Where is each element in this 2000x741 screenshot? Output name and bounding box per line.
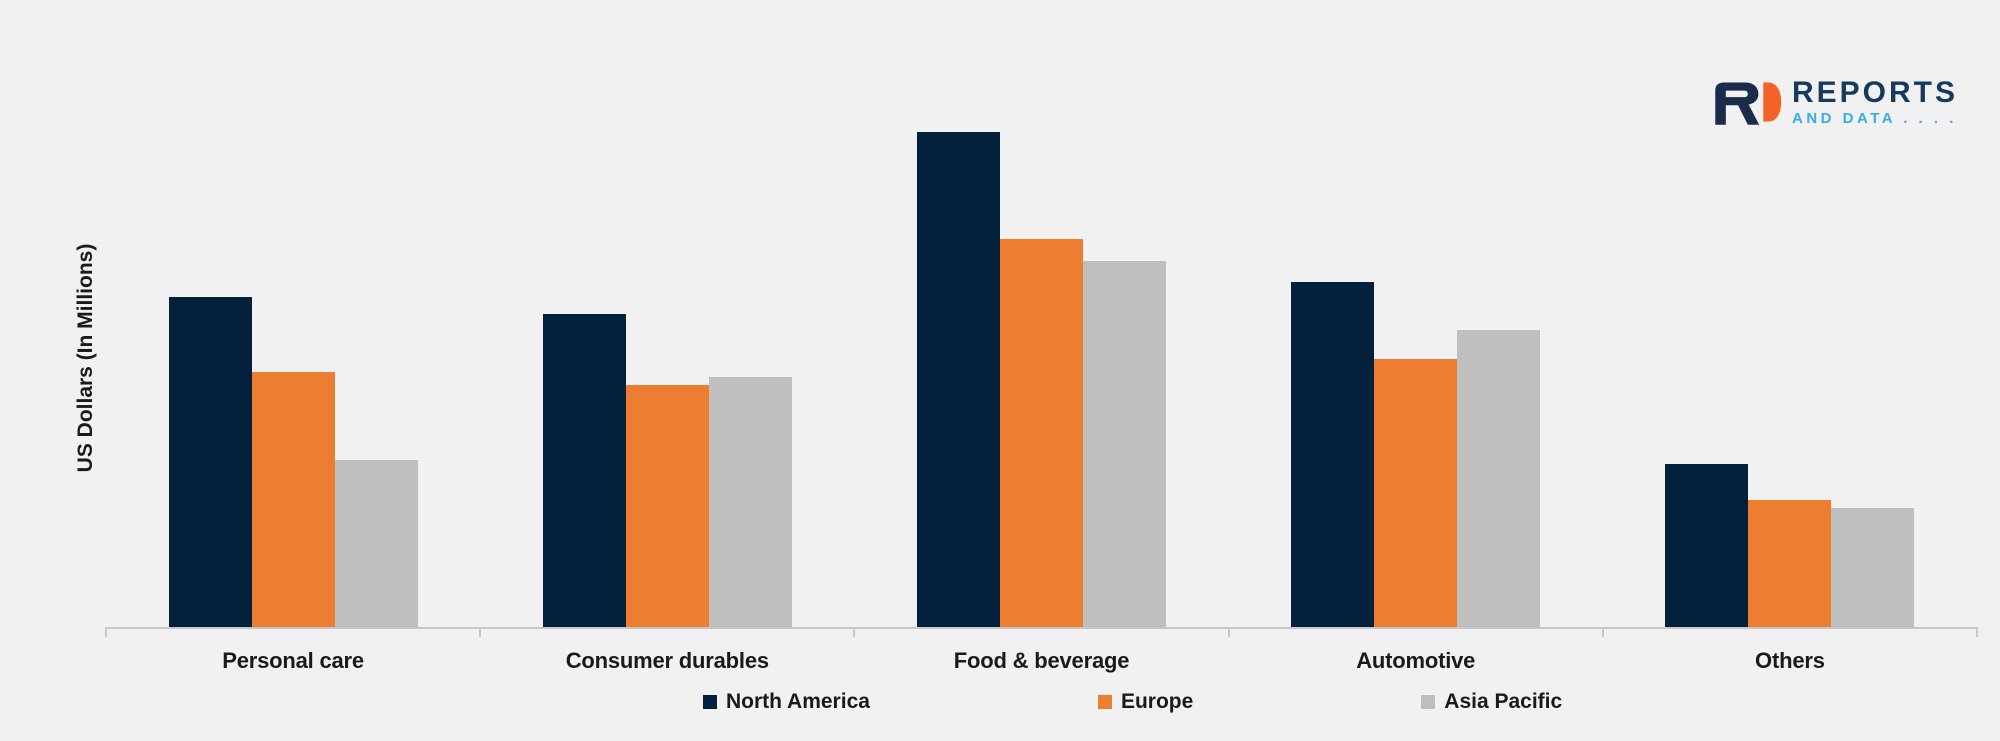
bar-north-america-automotive [1291, 282, 1375, 627]
legend-label: North America [726, 690, 870, 713]
bar-group-consumer-durables [480, 82, 854, 627]
x-axis-category-labels: Personal care Consumer durables Food & bev… [106, 648, 1977, 674]
bar-group-others [1603, 82, 1977, 627]
bar-europe-consumer-durables [625, 385, 709, 627]
bar-asia-pacific-automotive [1457, 329, 1541, 627]
legend-swatch-icon [703, 695, 717, 709]
bar-group-automotive [1229, 82, 1603, 627]
x-axis-tick [105, 627, 107, 637]
bar-group-personal-care [106, 82, 480, 627]
y-axis-title: US Dollars (In Millions) [74, 243, 97, 473]
bar-europe-automotive [1374, 359, 1458, 627]
x-axis-tick [1601, 627, 1604, 637]
legend-label: Asia Pacific [1444, 690, 1563, 713]
x-axis-tick [1976, 627, 1978, 637]
bar-asia-pacific-consumer-durables [708, 377, 792, 627]
bar-asia-pacific-food-beverage [1083, 261, 1166, 627]
x-axis-tick [853, 627, 856, 637]
reports-and-data-logo: REPORTS AND DATA . . . . [1712, 78, 1958, 126]
category-label-personal-care: Personal care [222, 648, 364, 673]
legend-item-europe: Europe [1097, 690, 1194, 714]
bar-north-america-others [1665, 463, 1749, 627]
logo-subtitle: AND DATA . . . . [1792, 110, 1957, 127]
plot-area [105, 82, 1978, 637]
category-label-consumer-durables: Consumer durables [565, 648, 769, 673]
category-label-automotive: Automotive [1356, 648, 1476, 673]
logo-title: REPORTS [1792, 76, 1959, 109]
bar-europe-personal-care [251, 372, 335, 627]
legend: North America Europe Asia Pacific [703, 690, 1562, 714]
category-label-others: Others [1755, 648, 1825, 673]
bar-north-america-personal-care [168, 297, 252, 627]
legend-item-asia-pacific: Asia Pacific [1421, 690, 1562, 714]
x-axis-tick [479, 627, 482, 637]
rd-monogram-icon [1715, 82, 1782, 125]
category-label-food-beverage: Food & beverage [953, 648, 1130, 673]
legend-label: Europe [1120, 690, 1194, 713]
legend-swatch-icon [1421, 695, 1436, 709]
x-axis-tick [1227, 627, 1230, 637]
bar-asia-pacific-others [1831, 508, 1915, 627]
bar-europe-others [1748, 500, 1832, 627]
logo-wordmark: REPORTS AND DATA . . . . [1792, 76, 1959, 127]
plot-groups [106, 82, 1977, 627]
bar-europe-food-beverage [1000, 238, 1083, 627]
legend-item-north-america: North America [703, 690, 870, 714]
bar-group-food-beverage [854, 82, 1228, 627]
legend-swatch-icon [1097, 695, 1112, 709]
bar-north-america-food-beverage [917, 131, 1000, 627]
bar-north-america-consumer-durables [542, 313, 626, 627]
bar-asia-pacific-personal-care [334, 459, 418, 627]
